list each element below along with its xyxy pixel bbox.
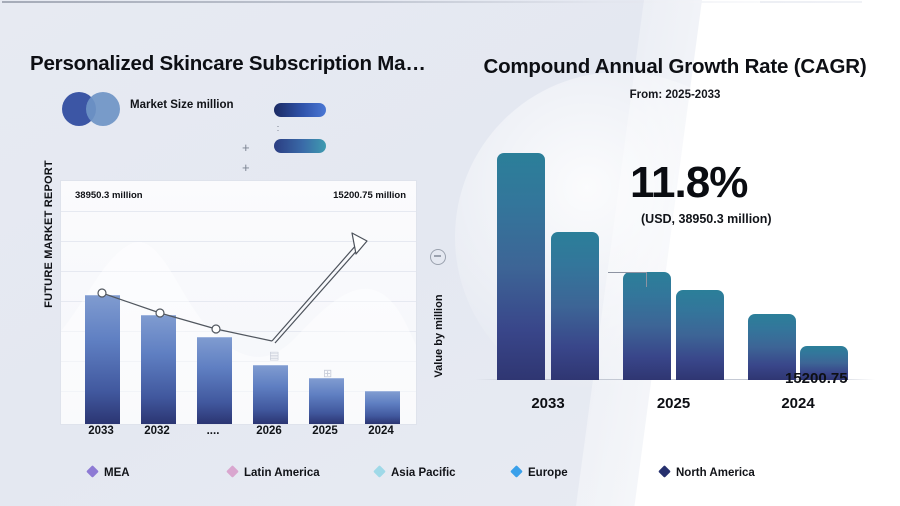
market-size-legend: Market Size million :	[62, 92, 326, 153]
chart-icon: ⊞	[323, 368, 333, 380]
gridline	[61, 211, 416, 212]
plus-mark-icon-2: +	[242, 160, 250, 175]
legend-marker-latin-america-icon	[226, 465, 239, 479]
right-panel-title: Compound Annual Growth Rate (CAGR)	[483, 55, 867, 78]
bar-dots	[197, 337, 232, 424]
legend-item-asia-pacific[interactable]: Asia Pacific	[373, 464, 456, 482]
gridline	[61, 391, 416, 392]
bar-2032	[141, 315, 176, 424]
two-overlapping-circles-icon	[62, 92, 124, 126]
legend-label-north-america: North America	[676, 466, 755, 479]
x-label-4: 2025	[312, 425, 338, 437]
x-label-5: 2024	[368, 425, 394, 437]
region-legend: MEA Latin America Asia Pacific Europe No…	[80, 464, 860, 486]
bar-2024	[365, 391, 400, 424]
legend-label-mea: MEA	[104, 466, 130, 479]
cagr-x-label-2033: 2033	[531, 395, 565, 412]
left-panel-title: Personalized Skincare Subscription Ma…	[30, 52, 426, 75]
x-label-2: ....	[206, 425, 220, 437]
cagr-bar-2033-front	[497, 153, 545, 380]
cagr-value: 11.8%	[630, 158, 748, 207]
venn-circle-front	[86, 92, 120, 126]
future-market-report-axis-label: FUTURE MARKET REPORT	[43, 160, 55, 308]
legend-label-latin-america: Latin America	[244, 466, 320, 479]
pill-swatch-primary	[274, 102, 326, 117]
x-label-0: 2033	[88, 425, 114, 437]
legend-marker-mea-icon	[86, 465, 99, 479]
growth-arrow-icon	[271, 232, 368, 344]
x-label-3: 2026	[256, 425, 282, 437]
legend-marker-europe-icon	[510, 465, 523, 479]
legend-item-europe[interactable]: Europe	[510, 464, 568, 482]
chart-caption-left: 38950.3 million	[75, 190, 143, 201]
gridline	[61, 301, 416, 302]
cagr-bar-2025-back	[676, 290, 724, 380]
gridline	[61, 271, 416, 272]
cagr-x-label-2025: 2025	[656, 395, 691, 412]
plus-mark-icon-1: +	[242, 140, 250, 155]
legend-marker-asia-pacific-icon	[373, 465, 386, 479]
cagr-data-label-2024: 15200.75	[785, 370, 848, 387]
cagr-bar-2024-front	[748, 314, 796, 380]
value-by-million-axis-label: Value by million	[433, 294, 445, 378]
gridline	[61, 241, 416, 242]
pill-swatch-secondary	[274, 138, 326, 153]
market-size-label: Market Size million	[130, 99, 234, 111]
cagr-x-label-2024: 2024	[781, 395, 815, 412]
cagr-bar-chart: 2033 2025 2024	[455, 150, 885, 428]
legend-item-mea[interactable]: MEA	[86, 464, 130, 482]
calendar-icon: ▤	[269, 350, 280, 362]
cagr-bar-2024-back	[800, 346, 848, 380]
left-chart-x-labels: 2033 2032 .... 2026 2025 2024	[60, 425, 415, 447]
cagr-bar-2025-front	[623, 272, 671, 380]
legend-item-north-america[interactable]: North America	[658, 464, 755, 482]
bracket-decoration	[608, 272, 647, 287]
gridline	[61, 331, 416, 332]
cagr-bar-2033-back	[551, 232, 599, 380]
left-bars-layer	[61, 181, 416, 424]
minus-circle-icon	[430, 249, 446, 265]
pill-separator: :	[276, 122, 280, 133]
legend-marker-north-america-icon	[658, 465, 671, 479]
x-label-1: 2032	[144, 425, 170, 437]
bar-2033	[85, 295, 120, 424]
chart-baseline	[475, 378, 875, 380]
trend-overlay	[97, 232, 368, 344]
top-divider	[2, 1, 862, 3]
legend-label-europe: Europe	[528, 466, 568, 479]
gridline	[61, 361, 416, 362]
right-panel-subtitle: From: 2025-2033	[629, 89, 721, 101]
bar-2025	[309, 378, 344, 424]
bar-2026	[253, 365, 288, 424]
pill-legend: :	[274, 101, 326, 155]
legend-label-asia-pacific: Asia Pacific	[391, 466, 456, 479]
cagr-unit-label: (USD, 38950.3 million)	[641, 212, 772, 226]
left-chart-card: 38950.3 million 15200.75 million ▤ ⊞	[60, 180, 417, 425]
chart-caption-right: 15200.75 million	[333, 190, 406, 201]
legend-item-latin-america[interactable]: Latin America	[226, 464, 320, 482]
